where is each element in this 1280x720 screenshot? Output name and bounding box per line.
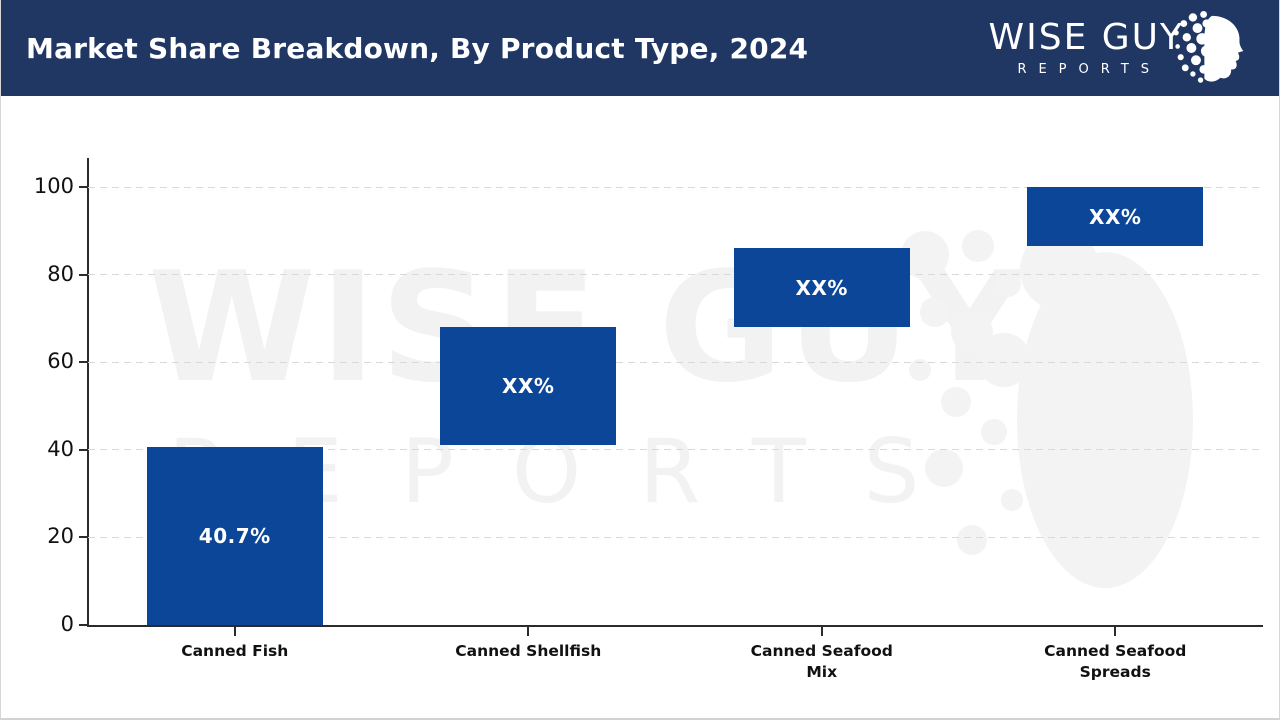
x-axis-label: Canned Shellfish — [428, 641, 628, 662]
x-tick — [820, 627, 823, 636]
brand-name: WISE GUY — [988, 16, 1184, 58]
brand-logo: WISE GUY REPORTS — [989, 2, 1255, 94]
y-tick — [79, 273, 87, 276]
bar-segment: XX% — [440, 327, 617, 446]
y-tick — [79, 624, 87, 626]
x-axis-spine — [87, 625, 1263, 627]
x-axis-label-text: Canned Fish — [181, 642, 289, 660]
y-tick — [79, 186, 87, 188]
y-tick-label: 0 — [60, 612, 74, 636]
brand-head-icon — [1173, 10, 1244, 83]
bar-segment: XX% — [1027, 187, 1204, 247]
y-tick-label: 100 — [33, 174, 74, 198]
gridline — [88, 536, 1262, 538]
brand-logo-text: WISE GUY REPORTS — [988, 16, 1185, 77]
bar-value-label: XX% — [502, 374, 555, 399]
bar-segment: XX% — [733, 248, 910, 328]
x-axis-label: Canned Fish — [135, 641, 335, 662]
x-axis-label: Canned Seafood Spreads — [1015, 641, 1215, 683]
bar-value-label: XX% — [1089, 204, 1142, 229]
y-tick — [79, 361, 87, 364]
x-tick — [1114, 627, 1117, 636]
x-axis-label: Canned Seafood Mix — [722, 641, 922, 683]
bar-value-label: 40.7% — [198, 523, 271, 548]
header-bar: Market Share Breakdown, By Product Type,… — [0, 0, 1280, 96]
x-tick — [233, 627, 236, 636]
gridline — [88, 274, 1262, 276]
y-axis-spine — [87, 158, 89, 627]
y-tick-label: 40 — [47, 436, 74, 461]
y-tick-label: 20 — [47, 524, 74, 549]
page-title: Market Share Breakdown, By Product Type,… — [26, 31, 809, 65]
x-axis-label-text: Canned Seafood Mix — [750, 642, 893, 681]
gridline — [88, 186, 1262, 188]
bar-value-label: XX% — [795, 275, 848, 300]
gridline — [88, 361, 1262, 363]
x-tick — [527, 627, 530, 636]
y-tick-label: 80 — [47, 261, 74, 286]
y-tick — [79, 448, 87, 451]
x-axis-label-text: Canned Shellfish — [455, 642, 602, 660]
y-tick — [79, 536, 87, 539]
brand-subtitle: REPORTS — [1017, 61, 1162, 77]
x-axis-label-text: Canned Seafood Spreads — [1044, 642, 1187, 681]
y-tick-label: 60 — [47, 349, 74, 374]
gridline — [88, 449, 1262, 451]
bar-segment: 40.7% — [146, 446, 323, 625]
